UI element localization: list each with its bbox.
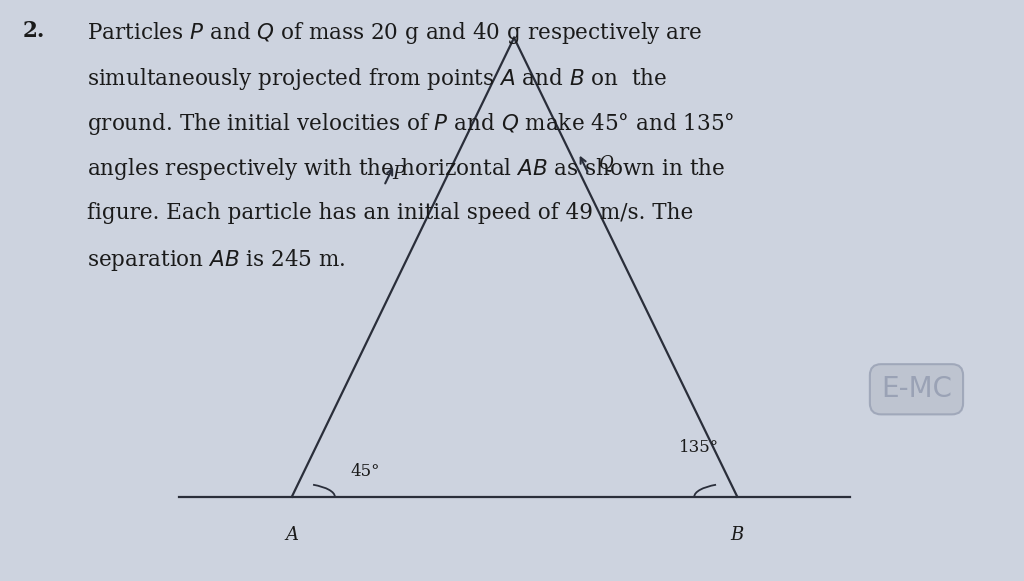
Text: Q: Q [599, 155, 613, 173]
Text: A: A [286, 526, 298, 544]
Text: angles respectively with the horizontal $AB$ as shown in the: angles respectively with the horizontal … [87, 156, 725, 182]
Text: figure. Each particle has an initial speed of 49 m/s. The: figure. Each particle has an initial spe… [87, 202, 693, 224]
Text: 2.: 2. [23, 20, 45, 42]
Text: separation $AB$ is 245 m.: separation $AB$ is 245 m. [87, 247, 346, 273]
Text: 135°: 135° [679, 439, 719, 456]
Text: P: P [392, 165, 404, 183]
Text: Particles $P$ and $Q$ of mass 20 g and 40 g respectively are: Particles $P$ and $Q$ of mass 20 g and 4… [87, 20, 702, 46]
Text: ground. The initial velocities of $P$ and $Q$ make 45° and 135°: ground. The initial velocities of $P$ an… [87, 111, 734, 137]
Text: B: B [731, 526, 743, 544]
Text: E-MC: E-MC [881, 375, 952, 403]
Text: simultaneously projected from points $A$ and $B$ on  the: simultaneously projected from points $A$… [87, 66, 668, 92]
Text: 45°: 45° [350, 464, 380, 480]
